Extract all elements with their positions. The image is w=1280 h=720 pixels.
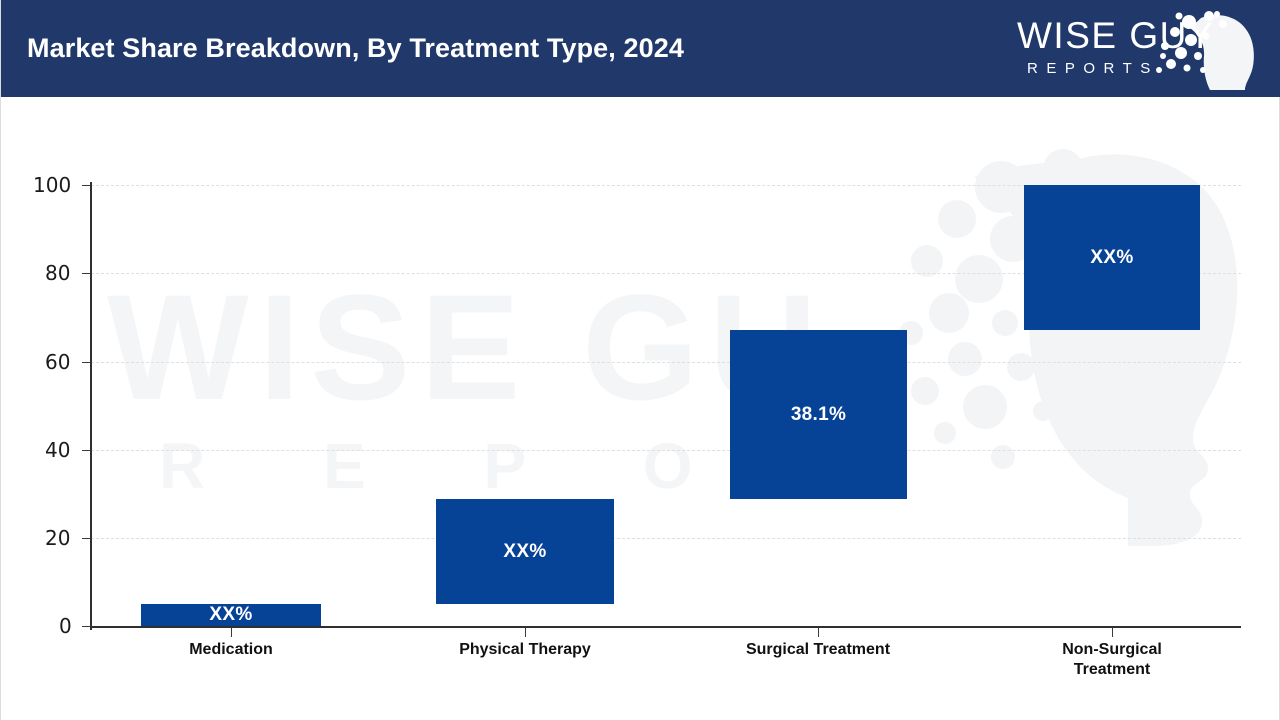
y-tick-mark-40 [82,450,91,451]
y-tick-mark-20 [82,538,91,539]
x-axis-line [90,626,1241,628]
watermark-text-primary: WISE GU [107,263,828,431]
y-tick-mark-60 [82,362,91,363]
y-tick-label-0: 0 [59,614,72,638]
page-header: Market Share Breakdown, By Treatment Typ… [1,0,1280,97]
x-axis-label-medication: Medication [189,641,273,658]
x-axis-label-physical-therapy: Physical Therapy [459,641,591,658]
bar-label-surgical-treatment: 38.1% [790,403,847,425]
bar-surgical-treatment[interactable]: 38.1% [730,330,907,499]
y-tick-label-80: 80 [45,261,71,285]
bar-label-physical-therapy: XX% [503,540,547,562]
y-tick-label-60: 60 [45,350,71,374]
bar-non-surgical-treatment[interactable]: XX% [1024,185,1200,330]
x-tick-mark-surgical-treatment [818,628,819,637]
x-tick-mark-non-surgical-treatment [1112,628,1113,637]
x-tick-mark-physical-therapy [525,628,526,637]
gridline-60 [91,362,1241,363]
y-tick-mark-100 [82,185,91,186]
gridline-40 [91,450,1241,451]
x-axis-label-non-surgical-treatment: Non-Surgical Treatment [1062,641,1162,678]
x-axis-label-surgical-treatment: Surgical Treatment [745,641,891,658]
wise-guy-reports-logo: WISE GUY REPORTS [1013,8,1275,90]
x-tick-mark-medication [231,628,232,637]
gridline-80 [91,273,1241,274]
bar-medication[interactable]: XX% [141,604,321,626]
y-tick-mark-80 [82,273,91,274]
y-axis-line [90,182,92,630]
bar-label-medication: XX% [209,604,253,625]
bar-physical-therapy[interactable]: XX% [436,499,614,604]
gridline-100 [91,185,1241,186]
gridline-20 [91,538,1241,539]
svg-text:REPORTS: REPORTS [1027,60,1159,77]
chart-canvas: WISE GU R E P O R [1,97,1280,720]
y-tick-label-20: 20 [45,526,71,550]
y-tick-mark-0 [82,626,91,627]
bar-label-non-surgical-treatment: XX% [1090,246,1134,268]
y-tick-label-40: 40 [45,438,71,462]
y-tick-label-100: 100 [33,173,72,197]
svg-text:WISE GUY: WISE GUY [1017,15,1214,56]
page-title: Market Share Breakdown, By Treatment Typ… [27,33,684,63]
